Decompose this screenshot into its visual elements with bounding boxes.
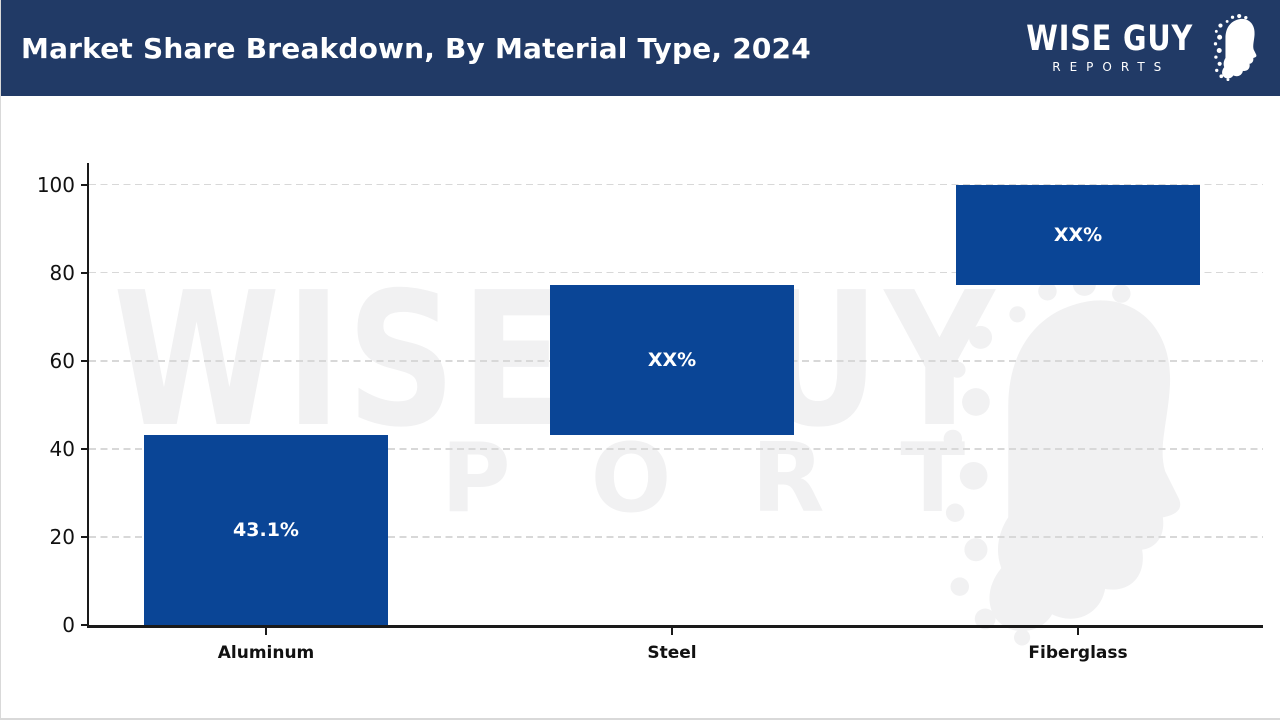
x-axis-line	[87, 625, 1263, 628]
logo-text: WISE GUY REPORTS	[1008, 19, 1211, 75]
x-tick-aluminum	[265, 627, 267, 635]
category-label-steel: Steel	[647, 643, 697, 663]
x-tick-fiberglass	[1077, 627, 1079, 635]
y-tick-20	[81, 535, 89, 538]
y-tick-label-80: 80	[49, 260, 75, 285]
y-tick-label-0: 0	[62, 613, 75, 637]
bar-aluminum	[144, 435, 388, 625]
header: Market Share Breakdown, By Material Type…	[1, 0, 1280, 96]
y-tick-0	[81, 624, 89, 626]
x-tick-steel	[671, 627, 673, 635]
page-title: Market Share Breakdown, By Material Type…	[21, 31, 811, 65]
y-tick-40	[81, 447, 89, 450]
gridline-20	[89, 536, 1263, 538]
gridline-100	[89, 183, 1263, 186]
y-axis-line	[87, 163, 89, 627]
y-tick-80	[81, 271, 89, 274]
category-label-fiberglass: Fiberglass	[1028, 643, 1128, 663]
logo-face-icon	[1213, 9, 1267, 87]
logo-wordmark: WISE GUY	[1025, 19, 1193, 59]
y-tick-60	[81, 359, 89, 362]
bar-steel	[550, 284, 794, 436]
y-tick-label-100: 100	[36, 172, 75, 197]
chart-area: WISE GUY REPORTS 0 20 40 60 80 100 43.1% Alumin…	[1, 96, 1280, 718]
bar-label-steel: XX%	[647, 349, 697, 372]
logo-subtext: REPORTS	[1052, 60, 1171, 74]
bar-label-aluminum: 43.1%	[233, 519, 299, 542]
gridline-40	[89, 448, 1263, 450]
wiseguy-logo: WISE GUY REPORTS	[1008, 9, 1267, 87]
plot: 0 20 40 60 80 100 43.1% Aluminum XX% Steel XX% Fibe…	[1, 96, 1280, 718]
category-label-aluminum: Aluminum	[217, 643, 315, 663]
y-tick-label-60: 60	[49, 348, 75, 373]
bar-label-fiberglass: XX%	[1053, 223, 1103, 246]
y-tick-label-20: 20	[49, 524, 75, 549]
y-tick-100	[81, 183, 89, 186]
gridline-80	[89, 271, 1263, 274]
y-tick-label-40: 40	[49, 436, 75, 461]
bar-fiberglass	[956, 184, 1200, 285]
